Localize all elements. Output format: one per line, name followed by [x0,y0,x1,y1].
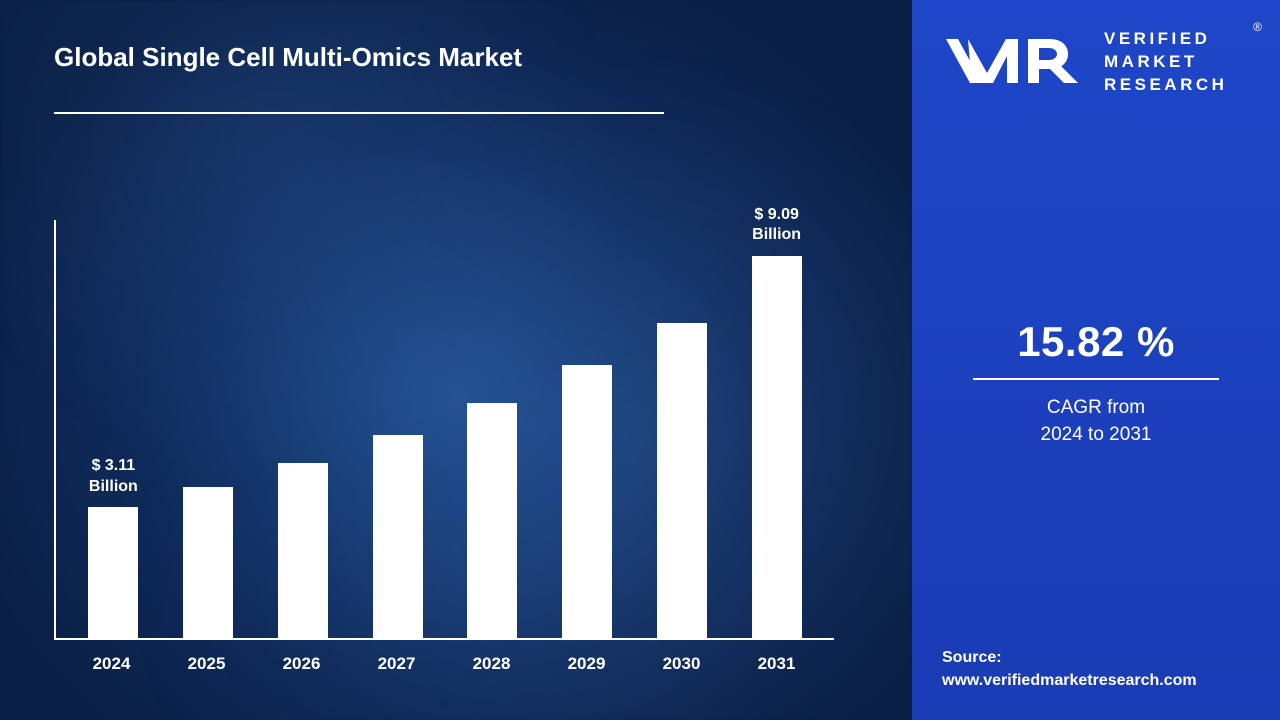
chart-plot-area: $ 3.11 Billion [54,220,834,640]
cagr-value: 15.82 % [912,318,1280,366]
bar-rect [88,507,138,638]
bar-value-label-first: $ 3.11 Billion [89,456,138,498]
chart-title: Global Single Cell Multi-Omics Market [54,42,522,73]
bar-rect [657,323,707,638]
info-panel: VERIFIED MARKET RESEARCH ® 15.82 % CAGR … [912,0,1280,720]
x-label: 2028 [462,644,522,680]
bar-label-unit: Billion [89,478,138,495]
bar-value-label-last: $ 9.09 Billion [752,205,801,247]
bar-label-value: $ 9.09 [754,206,798,223]
x-label: 2031 [747,644,807,680]
bar-rect [373,435,423,638]
registered-mark-icon: ® [1253,20,1262,34]
cagr-block: 15.82 % CAGR from 2024 to 2031 [912,318,1280,449]
bar-rect [562,365,612,638]
infographic-container: Global Single Cell Multi-Omics Market $ … [0,0,1280,720]
chart-panel: Global Single Cell Multi-Omics Market $ … [0,0,912,720]
source-label: Source: [942,646,1197,669]
source-url: www.verifiedmarketresearch.com [942,669,1197,692]
logo-block: VERIFIED MARKET RESEARCH [940,28,1260,97]
bar-label-unit: Billion [752,226,801,243]
bar-rect [183,487,233,638]
logo-text: VERIFIED MARKET RESEARCH [1104,28,1227,97]
bar-rect [752,256,802,638]
bar-rect [467,403,517,638]
bar-rect [278,463,328,638]
x-axis-labels: 2024 2025 2026 2027 2028 2029 2030 2031 [54,644,834,680]
x-label: 2024 [82,644,142,680]
bar-2024: $ 3.11 Billion [83,507,143,638]
logo-text-line: MARKET [1104,51,1227,74]
x-label: 2030 [652,644,712,680]
bar-2028 [462,403,522,638]
x-label: 2025 [177,644,237,680]
logo-text-line: RESEARCH [1104,74,1227,97]
cagr-underline [973,378,1219,380]
cagr-text-line: CAGR from [1047,397,1145,418]
x-label: 2026 [272,644,332,680]
bar-2027 [368,435,428,638]
source-block: Source: www.verifiedmarketresearch.com [942,646,1197,692]
bar-2025 [178,487,238,638]
cagr-text-line: 2024 to 2031 [1041,424,1152,445]
x-label: 2029 [557,644,617,680]
title-underline [54,112,664,114]
bars-group: $ 3.11 Billion [56,220,834,638]
bar-2029 [557,365,617,638]
x-label: 2027 [367,644,427,680]
bar-2026 [273,463,333,638]
logo-text-line: VERIFIED [1104,28,1227,51]
cagr-description: CAGR from 2024 to 2031 [912,394,1280,449]
vmr-logo-icon [940,31,1090,93]
bar-chart: $ 3.11 Billion [54,200,834,680]
bar-2030 [652,323,712,638]
bar-label-value: $ 3.11 [92,457,136,474]
bar-2031: $ 9.09 Billion [747,256,807,638]
